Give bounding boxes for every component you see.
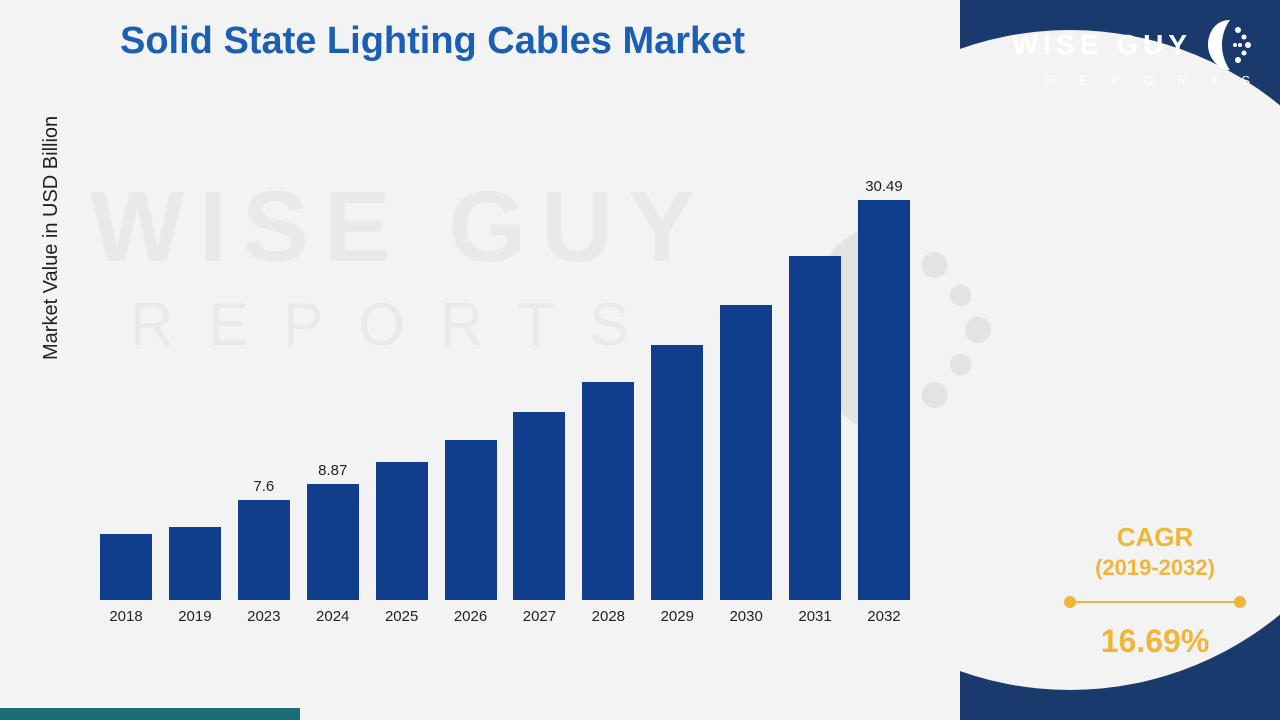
logo-text-line2: R E P O R T S xyxy=(1012,73,1260,88)
x-tick: 2030 xyxy=(720,608,772,625)
cagr-label: CAGR xyxy=(1070,522,1240,553)
bar-value-label: 30.49 xyxy=(865,178,903,196)
bar-2019 xyxy=(169,505,221,601)
bar-chart: 7.6 8.87 30.49 xyxy=(100,180,910,600)
bar-rect xyxy=(651,345,703,600)
brand-logo: WISE GUY R E P O R T S xyxy=(1012,15,1260,88)
x-tick: 2026 xyxy=(445,608,497,625)
x-tick: 2032 xyxy=(858,608,910,625)
bar-2018 xyxy=(100,512,152,600)
x-axis: 2018 2019 2023 2024 2025 2026 2027 2028 2029 2030… xyxy=(100,608,910,625)
bar-rect xyxy=(307,484,359,600)
logo-text-line1: WISE GUY xyxy=(1012,29,1192,61)
x-tick: 2029 xyxy=(651,608,703,625)
bar-rect xyxy=(445,440,497,600)
bar-2025 xyxy=(376,440,428,600)
bar-2028 xyxy=(582,360,634,600)
bar-2031 xyxy=(789,234,841,600)
y-axis-label: Market Value in USD Billion xyxy=(40,116,63,360)
bar-2029 xyxy=(651,323,703,600)
bottom-accent-bar xyxy=(0,708,300,720)
bar-rect xyxy=(720,305,772,600)
x-tick: 2019 xyxy=(169,608,221,625)
x-tick: 2025 xyxy=(376,608,428,625)
bar-rect xyxy=(513,412,565,600)
bar-value-label: 7.6 xyxy=(253,478,274,496)
x-tick: 2031 xyxy=(789,608,841,625)
bar-rect xyxy=(582,382,634,600)
x-tick: 2023 xyxy=(238,608,290,625)
logo-head-icon xyxy=(1200,15,1260,75)
cagr-value: 16.69% xyxy=(1070,623,1240,660)
cagr-divider xyxy=(1070,601,1240,603)
x-tick: 2027 xyxy=(513,608,565,625)
bar-rect xyxy=(169,527,221,601)
x-tick: 2028 xyxy=(582,608,634,625)
bar-2026 xyxy=(445,418,497,600)
x-tick: 2024 xyxy=(307,608,359,625)
bar-rect xyxy=(100,534,152,600)
bar-2030 xyxy=(720,283,772,600)
bar-rect xyxy=(858,200,910,600)
bar-2024: 8.87 xyxy=(307,462,359,600)
bar-rect xyxy=(376,462,428,600)
bar-rect xyxy=(238,500,290,600)
bar-rect xyxy=(789,256,841,600)
x-tick: 2018 xyxy=(100,608,152,625)
cagr-block: CAGR (2019-2032) 16.69% xyxy=(1070,522,1240,660)
chart-title: Solid State Lighting Cables Market xyxy=(120,20,745,63)
cagr-range: (2019-2032) xyxy=(1070,555,1240,581)
bar-2023: 7.6 xyxy=(238,478,290,600)
bar-2027 xyxy=(513,390,565,600)
bar-value-label: 8.87 xyxy=(318,462,347,480)
bar-2032: 30.49 xyxy=(858,178,910,600)
